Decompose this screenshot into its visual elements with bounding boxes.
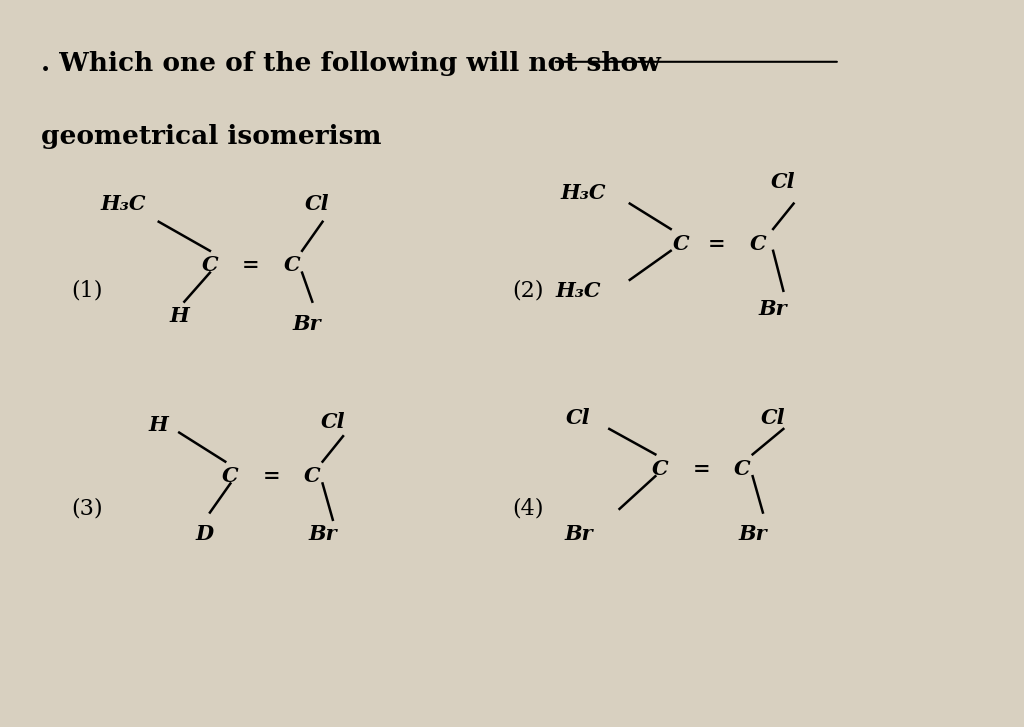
Text: Cl: Cl — [305, 193, 330, 214]
Text: C: C — [222, 466, 239, 486]
Text: =: = — [242, 255, 260, 276]
Text: C: C — [652, 459, 669, 479]
Text: H₃C: H₃C — [561, 182, 606, 203]
Text: geometrical isomerism: geometrical isomerism — [41, 124, 382, 148]
Text: Br: Br — [759, 299, 787, 319]
Text: . Which one of the following will not show: . Which one of the following will not sh… — [41, 51, 660, 76]
Text: C: C — [284, 255, 300, 276]
Text: Cl: Cl — [761, 408, 785, 428]
Text: Br: Br — [308, 524, 337, 545]
Text: Br: Br — [738, 524, 767, 545]
Text: =: = — [692, 459, 711, 479]
Text: H₃C: H₃C — [556, 281, 601, 301]
Text: H: H — [148, 415, 169, 435]
Text: Cl: Cl — [566, 408, 591, 428]
Text: H: H — [169, 306, 189, 326]
Text: Br: Br — [564, 524, 593, 545]
Text: (2): (2) — [512, 280, 544, 302]
Text: Cl: Cl — [321, 411, 345, 432]
Text: (4): (4) — [512, 498, 544, 520]
Text: C: C — [734, 459, 751, 479]
Text: H₃C: H₃C — [100, 193, 145, 214]
Text: =: = — [262, 466, 281, 486]
Text: C: C — [750, 233, 766, 254]
Text: C: C — [673, 233, 689, 254]
Text: (1): (1) — [72, 280, 103, 302]
Text: C: C — [202, 255, 218, 276]
Text: Cl: Cl — [771, 172, 796, 192]
Text: D: D — [196, 524, 214, 545]
Text: =: = — [708, 233, 726, 254]
Text: Br: Br — [293, 313, 322, 334]
Text: (3): (3) — [72, 498, 103, 520]
Text: C: C — [304, 466, 321, 486]
